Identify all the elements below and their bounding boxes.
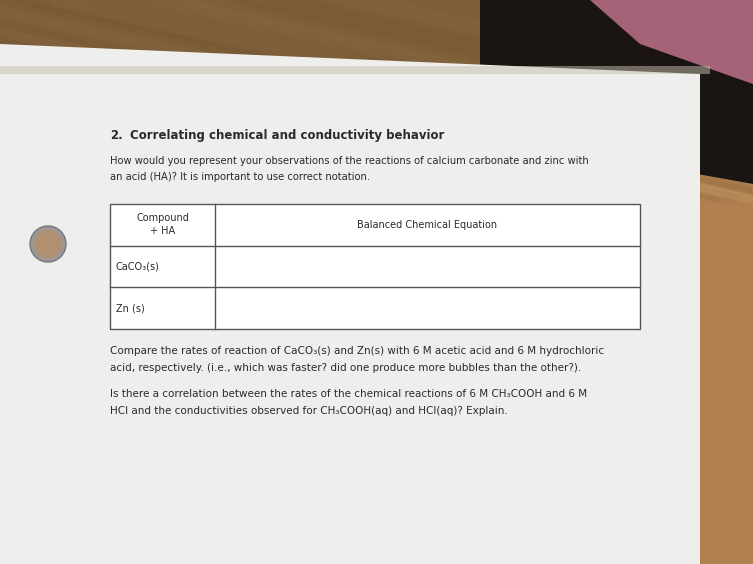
Text: HCl and the conductivities observed for CH₃COOH(aq) and HCl(aq)? Explain.: HCl and the conductivities observed for … (110, 406, 508, 416)
FancyArrow shape (0, 0, 753, 205)
FancyArrow shape (411, 0, 753, 203)
FancyArrow shape (303, 0, 753, 202)
FancyArrow shape (196, 0, 753, 202)
FancyArrow shape (213, 0, 753, 203)
FancyArrow shape (340, 0, 753, 202)
FancyArrow shape (0, 0, 701, 204)
Text: How would you represent your observations of the reactions of calcium carbonate : How would you represent your observation… (110, 156, 589, 166)
FancyArrow shape (0, 0, 753, 204)
FancyArrow shape (0, 0, 753, 204)
FancyArrow shape (0, 0, 753, 202)
FancyArrow shape (447, 0, 753, 201)
FancyArrow shape (33, 0, 753, 205)
FancyArrow shape (538, 0, 753, 202)
FancyArrow shape (520, 0, 753, 202)
Text: 2.: 2. (110, 129, 123, 142)
Text: CaCO₃(s): CaCO₃(s) (116, 262, 160, 271)
FancyArrow shape (159, 0, 753, 204)
FancyArrow shape (321, 0, 753, 205)
FancyArrow shape (375, 0, 753, 205)
FancyArrow shape (483, 0, 753, 202)
FancyArrow shape (16, 0, 753, 201)
FancyArrow shape (465, 0, 753, 202)
Text: Is there a correlation between the rates of the chemical reactions of 6 M CH₃COO: Is there a correlation between the rates… (110, 389, 587, 399)
FancyArrow shape (123, 0, 753, 204)
FancyArrow shape (645, 0, 753, 205)
Bar (0, 66, 710, 74)
FancyArrow shape (0, 0, 736, 202)
FancyArrow shape (249, 0, 753, 205)
FancyArrow shape (573, 0, 753, 206)
FancyArrow shape (0, 0, 753, 202)
Circle shape (30, 226, 66, 262)
FancyArrow shape (627, 0, 753, 202)
Text: Balanced Chemical Equation: Balanced Chemical Equation (358, 220, 498, 230)
Text: Compound
+ HA: Compound + HA (136, 213, 189, 236)
Text: Compare the rates of reaction of CaCO₃(s) and Zn(s) with 6 M acetic acid and 6 M: Compare the rates of reaction of CaCO₃(s… (110, 346, 604, 356)
FancyArrow shape (69, 0, 753, 204)
FancyArrow shape (51, 0, 753, 204)
Polygon shape (0, 44, 700, 564)
FancyArrow shape (231, 0, 753, 205)
FancyArrow shape (87, 0, 753, 203)
FancyArrow shape (178, 0, 753, 202)
FancyArrow shape (0, 0, 753, 205)
Bar (110, 204, 640, 329)
FancyArrow shape (501, 0, 753, 205)
FancyArrow shape (0, 0, 753, 202)
Text: an acid (HA)? It is important to use correct notation.: an acid (HA)? It is important to use cor… (110, 172, 370, 182)
FancyArrow shape (0, 0, 718, 203)
Text: Correlating chemical and conductivity behavior: Correlating chemical and conductivity be… (130, 129, 444, 142)
FancyArrow shape (357, 0, 753, 205)
FancyArrow shape (681, 0, 753, 203)
FancyArrow shape (0, 0, 753, 204)
Circle shape (34, 230, 62, 258)
Polygon shape (590, 0, 753, 84)
FancyArrow shape (555, 0, 753, 204)
FancyArrow shape (592, 0, 753, 202)
FancyArrow shape (267, 0, 753, 205)
FancyArrow shape (0, 0, 753, 202)
Text: Zn (s): Zn (s) (116, 303, 145, 313)
Bar (0, 0, 753, 114)
FancyArrow shape (285, 0, 753, 202)
FancyArrow shape (429, 0, 753, 202)
FancyArrow shape (663, 0, 753, 202)
FancyArrow shape (105, 0, 753, 202)
FancyArrow shape (141, 0, 753, 206)
FancyArrow shape (609, 0, 753, 205)
FancyArrow shape (393, 0, 753, 203)
Text: acid, respectively. (i.e., which was faster? did one produce more bubbles than t: acid, respectively. (i.e., which was fas… (110, 363, 581, 373)
Polygon shape (480, 0, 753, 184)
